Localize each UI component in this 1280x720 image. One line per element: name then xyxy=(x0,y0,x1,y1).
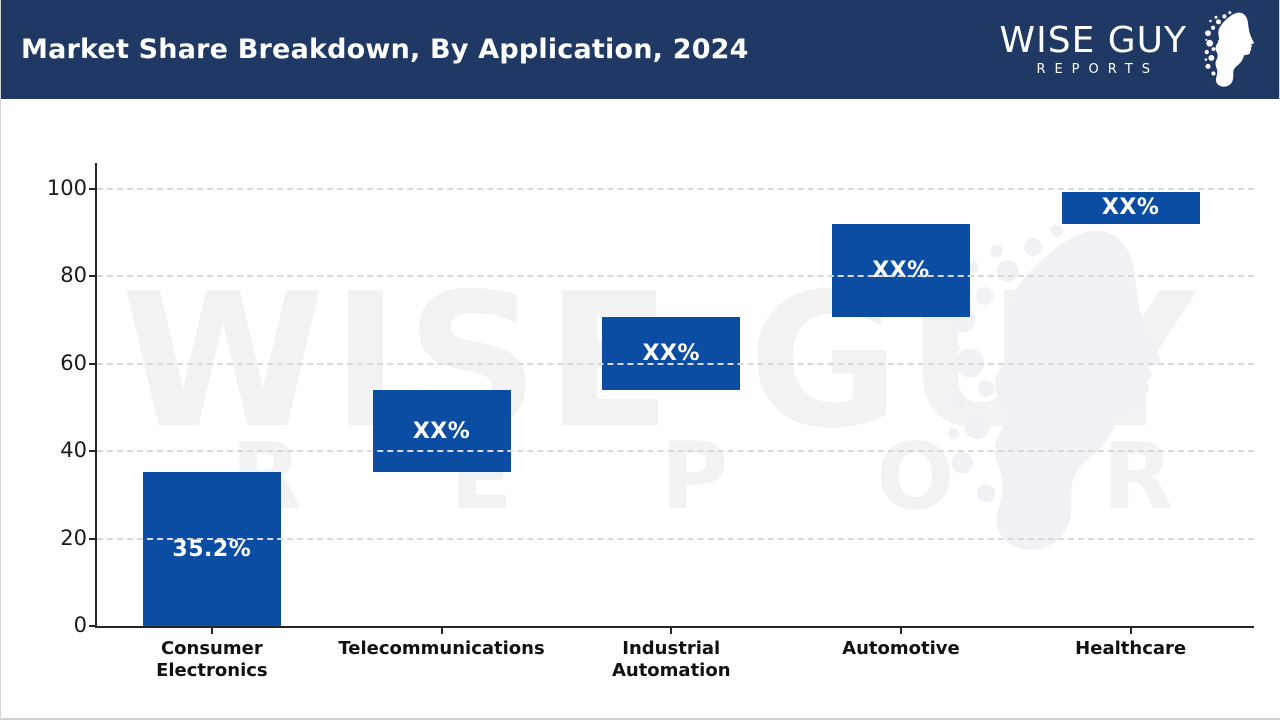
logo-text: WISE GUY REPORTS xyxy=(999,20,1188,77)
x-category-label: Industrial Automation xyxy=(612,638,731,681)
x-category-label: Telecommunications xyxy=(338,638,544,660)
chart-area: WISE GUY R E P O R T S 02040608010035.2%… xyxy=(1,99,1280,718)
logo-subtitle: REPORTS xyxy=(1036,62,1160,77)
x-tick xyxy=(1129,626,1132,634)
x-axis-line xyxy=(95,626,1254,628)
bar: XX% xyxy=(831,224,970,318)
watermark-face-icon xyxy=(948,224,1161,550)
y-axis-line xyxy=(95,163,97,628)
y-gridline xyxy=(97,362,1254,365)
x-category-label-line: Industrial xyxy=(622,638,721,659)
y-gridline xyxy=(97,275,1254,277)
wise-guy-reports-logo: WISE GUY REPORTS xyxy=(1000,8,1280,92)
logo-face-icon xyxy=(1204,10,1254,87)
y-tick-label: 100 xyxy=(46,175,87,200)
x-tick xyxy=(899,626,902,634)
x-category-label-line: Healthcare xyxy=(1075,638,1187,659)
y-tick-label: 20 xyxy=(60,525,87,550)
y-tick xyxy=(89,187,97,190)
x-category-label-line: Telecommunications xyxy=(338,638,545,659)
x-tick xyxy=(440,626,443,634)
plot-surface: 0 20 40 60 80 100 35.2% Consumer Electronics XX% T… xyxy=(1,99,1280,718)
bar: XX% xyxy=(372,390,511,472)
y-tick xyxy=(89,537,97,540)
bar: 35.2% xyxy=(142,472,281,626)
y-tick-label: 40 xyxy=(60,438,87,462)
y-gridline xyxy=(97,537,1254,540)
bar-value-label: 35.2% xyxy=(172,536,252,562)
bar-value-label: XX% xyxy=(872,258,930,284)
x-category-label: Consumer Electronics xyxy=(156,638,268,681)
page-title: Market Share Breakdown, By Application, … xyxy=(21,34,749,65)
x-category-label-line: Electronics xyxy=(156,659,268,681)
bar-value-label: XX% xyxy=(642,341,700,367)
y-tick xyxy=(89,625,97,627)
y-tick xyxy=(89,362,97,365)
bar: XX% xyxy=(1061,191,1200,225)
x-category-label: Healthcare xyxy=(1075,638,1186,660)
x-category-label-line: Automotive xyxy=(842,638,960,659)
header-bar: Market Share Breakdown, By Application, … xyxy=(1,0,1279,99)
y-gridline xyxy=(97,187,1254,190)
y-tick xyxy=(89,275,97,277)
logo-wordmark: WISE GUY xyxy=(999,20,1187,61)
y-tick-label: 80 xyxy=(60,263,87,287)
y-tick-label: 0 xyxy=(73,613,87,637)
x-tick xyxy=(670,626,673,634)
x-category-label-line: Automation xyxy=(611,659,731,681)
y-gridline xyxy=(97,450,1254,452)
bar: XX% xyxy=(602,317,741,391)
bar-value-label: XX% xyxy=(1101,195,1160,221)
x-category-label: Automotive xyxy=(842,638,960,660)
y-tick-label: 60 xyxy=(60,350,87,375)
x-tick xyxy=(210,626,213,634)
y-tick xyxy=(89,450,97,452)
bar-value-label: XX% xyxy=(412,418,471,444)
x-category-label-line: Consumer xyxy=(160,638,263,659)
